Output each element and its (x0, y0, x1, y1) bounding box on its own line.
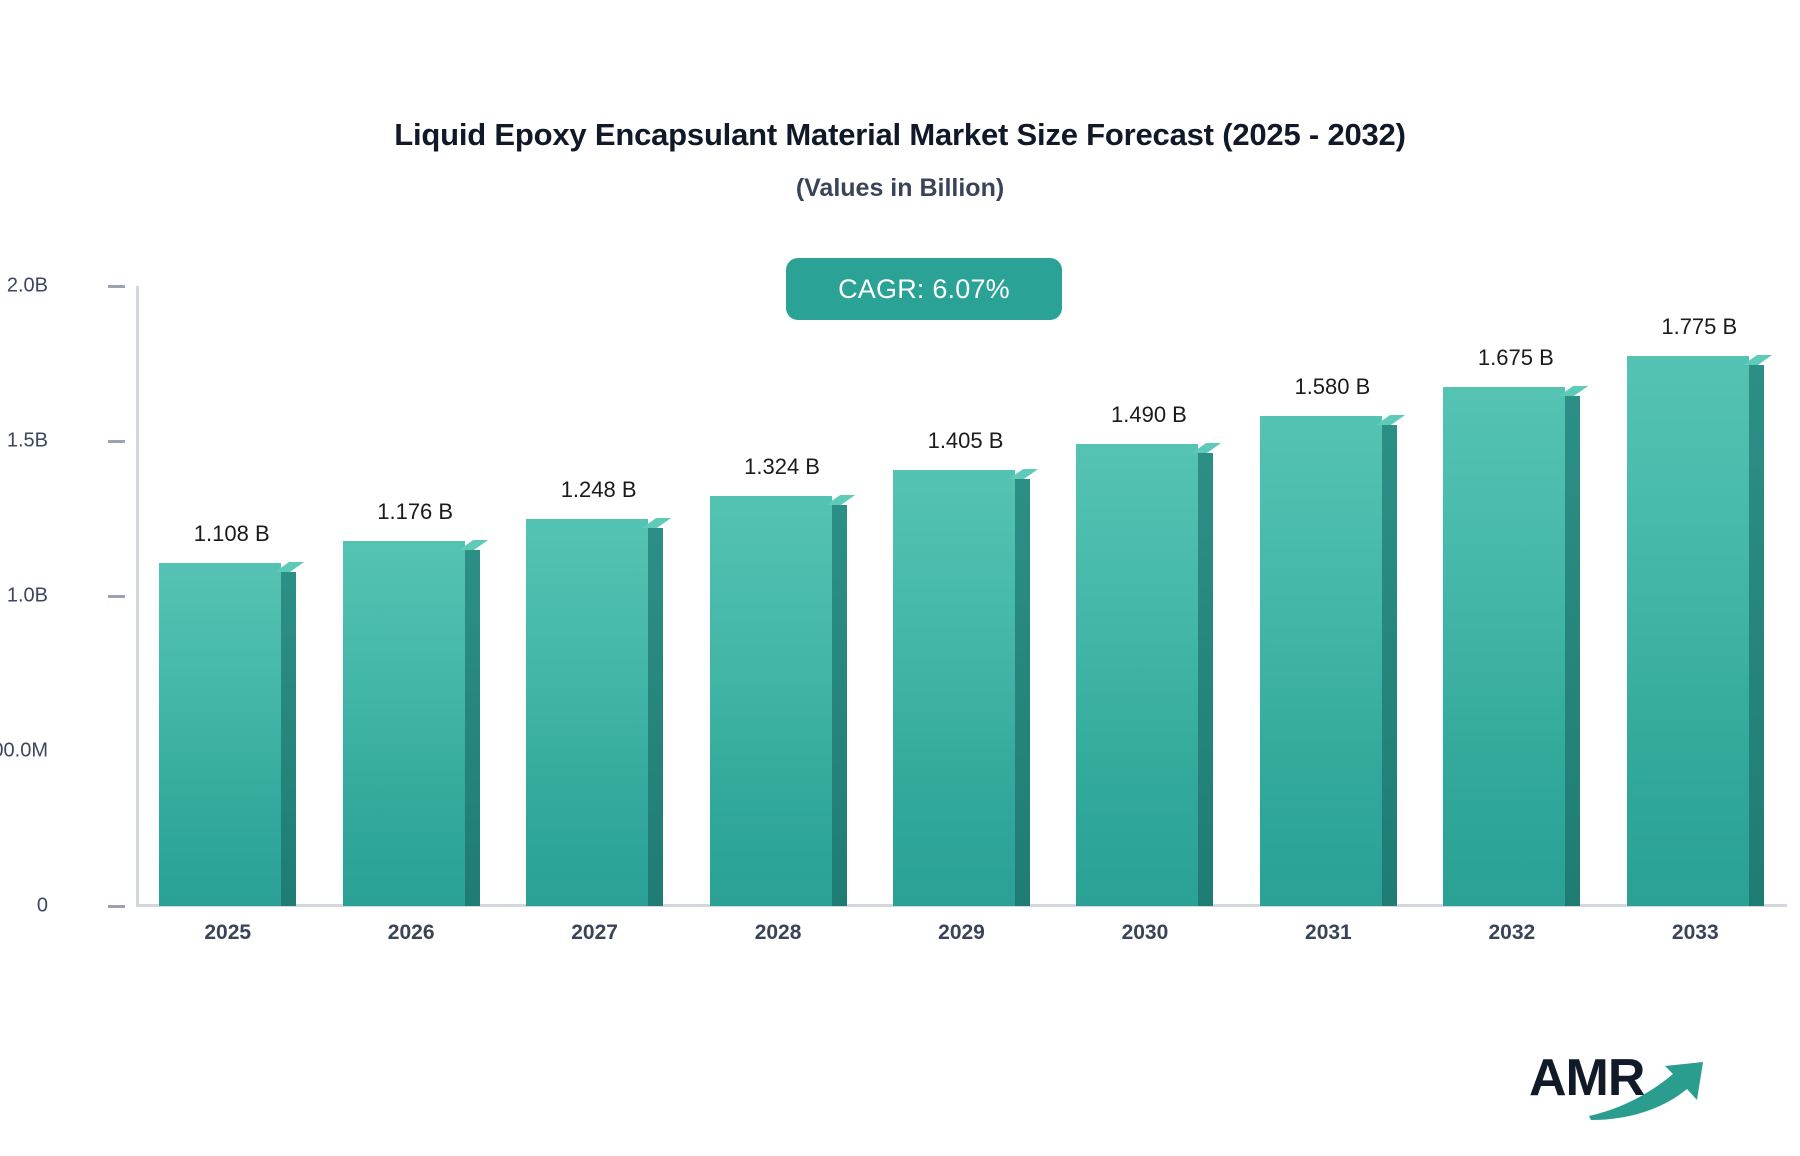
x-axis-tick-label: 2031 (1305, 921, 1352, 944)
bar-front-face (893, 470, 1015, 906)
y-axis-tick-label: 0 (36, 894, 48, 917)
y-axis-tick-label: 1.5B (6, 429, 48, 452)
bar-front-face (1626, 355, 1749, 906)
x-axis-tick-label: 2032 (1488, 921, 1536, 944)
chart-subtitle: (Values in Billion) (795, 174, 1005, 202)
x-axis-tick-label: 2026 (387, 921, 435, 944)
bar-front-face (1259, 416, 1382, 906)
x-axis-tick-label: 2030 (1121, 921, 1169, 944)
bar[interactable] (1443, 385, 1589, 906)
bar[interactable] (526, 518, 672, 906)
bar-front-face (159, 562, 282, 906)
bar-front-face (1443, 386, 1566, 906)
bar-value-label: 1.324 B (744, 453, 820, 479)
bar-side-face (1198, 453, 1214, 906)
bar[interactable] (342, 540, 488, 906)
bar-front-face (1076, 444, 1199, 906)
bar-value-label: 1.405 B (927, 428, 1004, 454)
bar[interactable] (709, 494, 855, 906)
x-axis-tick-label: 2028 (754, 921, 802, 944)
bar[interactable] (1626, 354, 1772, 906)
bar[interactable] (1076, 443, 1222, 906)
bar-side-face (1015, 479, 1030, 906)
y-axis-tick-mark (108, 595, 125, 598)
x-axis-tick-label: 2033 (1671, 921, 1719, 944)
x-axis-tick-label: 2025 (204, 921, 252, 944)
y-axis-tick-mark (108, 905, 125, 908)
x-axis-tick-label: 2029 (938, 921, 985, 944)
x-axis-tick-label: 2027 (571, 921, 618, 944)
y-axis-tick-mark (108, 285, 125, 288)
y-axis-tick-mark (108, 440, 125, 443)
bar[interactable] (893, 469, 1039, 906)
bar-front-face (709, 495, 832, 906)
bar-value-label: 1.176 B (377, 499, 454, 525)
cagr-badge: CAGR: 6.07% (786, 258, 1062, 320)
y-axis-tick-label: 500.0M (0, 739, 48, 762)
y-axis-line (136, 286, 139, 906)
bar-front-face (342, 541, 465, 906)
bar-side-face (1381, 425, 1397, 906)
bar-series (136, 286, 1787, 906)
bar-side-face (1748, 364, 1764, 906)
page-title: Liquid Epoxy Encapsulant Material Market… (394, 117, 1406, 152)
cagr-badge-label: CAGR: 6.07% (838, 273, 1010, 304)
bar-side-face (464, 550, 480, 906)
y-axis-tick-label: 1.0B (6, 584, 48, 607)
bar[interactable] (1259, 415, 1406, 906)
bar-front-face (526, 519, 649, 906)
growth-arrow-icon (1589, 1062, 1703, 1120)
bar-side-face (831, 504, 847, 906)
bar-value-label: 1.775 B (1661, 313, 1738, 339)
bar-value-label: 1.108 B (193, 520, 270, 546)
bar[interactable] (159, 561, 305, 906)
bar-value-label: 1.248 B (560, 477, 637, 503)
bar-value-label: 1.675 B (1477, 344, 1554, 370)
bar-side-face (1565, 395, 1581, 906)
amr-logo-text: AMR (1529, 1049, 1645, 1107)
bar-value-label: 1.490 B (1111, 402, 1187, 428)
y-axis-tick-label: 2.0B (6, 274, 48, 297)
bar-side-face (281, 571, 297, 906)
bar-value-label: 1.580 B (1294, 374, 1371, 400)
bar-side-face (648, 528, 664, 906)
amr-logo: AMR (1529, 1046, 1729, 1126)
